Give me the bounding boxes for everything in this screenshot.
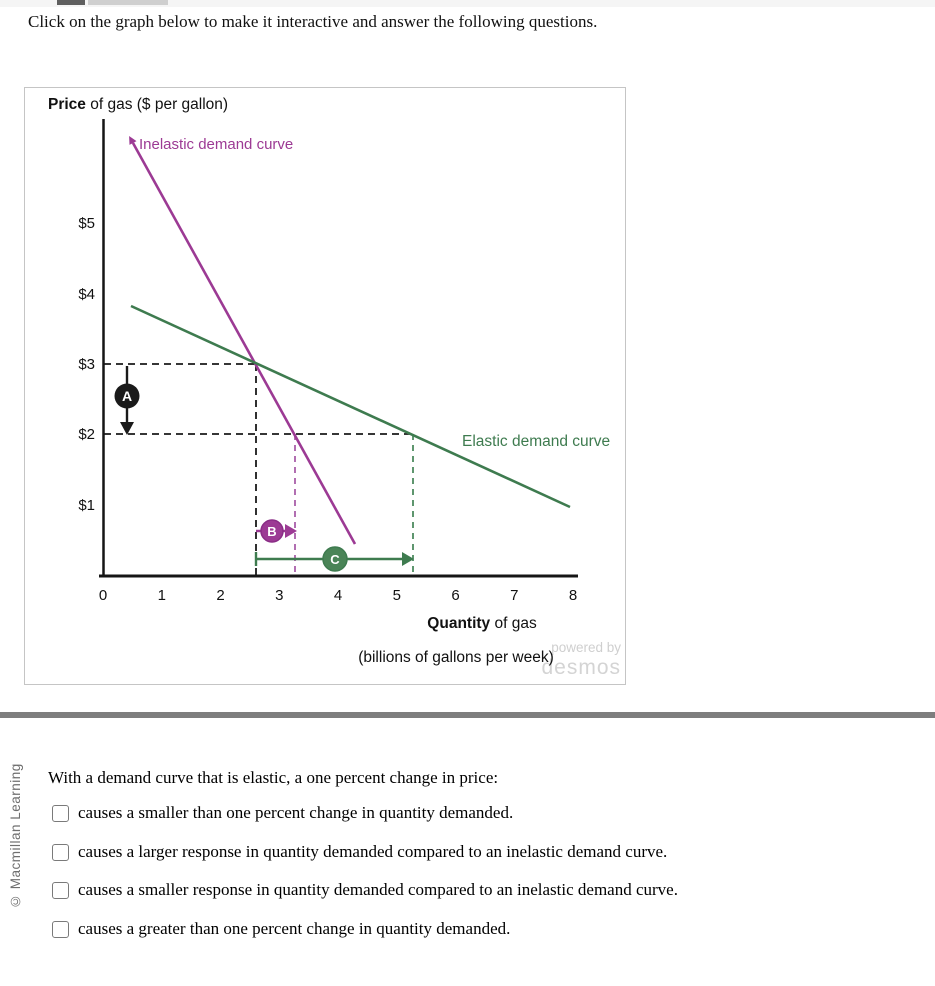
tab-fragment-active xyxy=(57,0,85,5)
answer-option-row: causes a greater than one percent change… xyxy=(52,918,510,940)
x-tick-1: 1 xyxy=(158,587,166,604)
x-axis-tick-labels: 0 1 2 3 4 5 6 7 8 xyxy=(99,587,577,604)
x-axis-title-bold: Quantity xyxy=(427,615,490,632)
y-axis-title-rest: of gas ($ per gallon) xyxy=(86,96,228,113)
answer-option-label: causes a greater than one percent change… xyxy=(78,919,511,938)
x-tick-7: 7 xyxy=(510,587,518,604)
y-axis-title-bold: Price xyxy=(48,96,86,113)
x-tick-8: 8 xyxy=(569,587,577,604)
page-instruction: Click on the graph below to make it inte… xyxy=(28,12,598,31)
marker-C-elastic-quantity-change[interactable]: C xyxy=(254,546,414,572)
marker-A-price-change[interactable]: A xyxy=(114,366,140,435)
marker-B-circle xyxy=(260,519,284,543)
y-tick-3: $3 xyxy=(78,356,95,373)
elastic-demand-curve xyxy=(130,304,571,509)
x-axis-title: Quantity of gas xyxy=(427,615,537,632)
y-tick-1: $1 xyxy=(78,497,95,514)
dashed-guides xyxy=(104,363,414,575)
answer-option-row: causes a smaller response in quantity de… xyxy=(52,879,678,901)
marker-A-circle xyxy=(114,383,140,409)
answer-option-row: causes a smaller than one percent change… xyxy=(52,802,513,824)
x-tick-3: 3 xyxy=(275,587,283,604)
x-tick-4: 4 xyxy=(334,587,342,604)
demand-graph-panel[interactable]: powered by desmos Inelastic demand curve… xyxy=(24,87,626,685)
x-axis-title-rest: of gas xyxy=(490,615,537,632)
inelastic-curve-label: Inelastic demand curve xyxy=(139,136,293,153)
elastic-curve-label: Elastic demand curve xyxy=(462,433,610,450)
x-axis-subtitle: (billions of gallons per week) xyxy=(358,649,554,666)
marker-C-arrowhead-icon xyxy=(402,552,414,566)
y-tick-4: $4 xyxy=(78,286,95,303)
x-tick-6: 6 xyxy=(451,587,459,604)
answer-checkbox-1[interactable] xyxy=(52,804,69,822)
marker-B-arrowhead-icon xyxy=(285,524,297,538)
answer-checkbox-2[interactable] xyxy=(52,843,69,861)
answer-checkbox-4[interactable] xyxy=(52,920,69,938)
y-tick-5: $5 xyxy=(78,215,95,232)
desmos-watermark-logo: desmos xyxy=(541,656,621,679)
y-tick-2: $2 xyxy=(78,426,95,443)
top-chrome-strip xyxy=(0,0,935,7)
marker-B-inelastic-quantity-change[interactable]: B xyxy=(256,519,297,543)
demand-graph-svg: powered by desmos Inelastic demand curve… xyxy=(48,96,621,679)
inelastic-demand-curve xyxy=(129,136,357,545)
x-tick-2: 2 xyxy=(216,587,224,604)
answer-checkbox-3[interactable] xyxy=(52,881,69,899)
inelastic-curve-line xyxy=(131,142,357,545)
marker-A-arrowhead-icon xyxy=(120,422,134,435)
answer-option-label: causes a smaller than one percent change… xyxy=(78,803,514,822)
answer-option-label: causes a larger response in quantity dem… xyxy=(78,842,668,861)
section-divider xyxy=(0,712,935,718)
marker-A-letter: A xyxy=(122,388,132,404)
y-axis-title: Price of gas ($ per gallon) xyxy=(48,96,228,113)
answer-option-label: causes a smaller response in quantity de… xyxy=(78,880,678,899)
x-tick-5: 5 xyxy=(393,587,401,604)
inelastic-curve-arrowhead-icon xyxy=(129,136,137,145)
desmos-watermark-powered-by: powered by xyxy=(551,640,621,655)
marker-C-letter: C xyxy=(330,552,340,567)
y-axis-tick-labels: $5 $4 $3 $2 $1 xyxy=(78,215,95,514)
answer-option-row: causes a larger response in quantity dem… xyxy=(52,841,667,863)
question-prompt: With a demand curve that is elastic, a o… xyxy=(48,768,499,787)
marker-B-letter: B xyxy=(267,524,276,539)
macmillan-copyright: © Macmillan Learning xyxy=(8,763,23,909)
x-tick-0: 0 xyxy=(99,587,107,604)
marker-C-circle xyxy=(322,546,348,572)
tab-fragment-inactive xyxy=(88,0,168,5)
